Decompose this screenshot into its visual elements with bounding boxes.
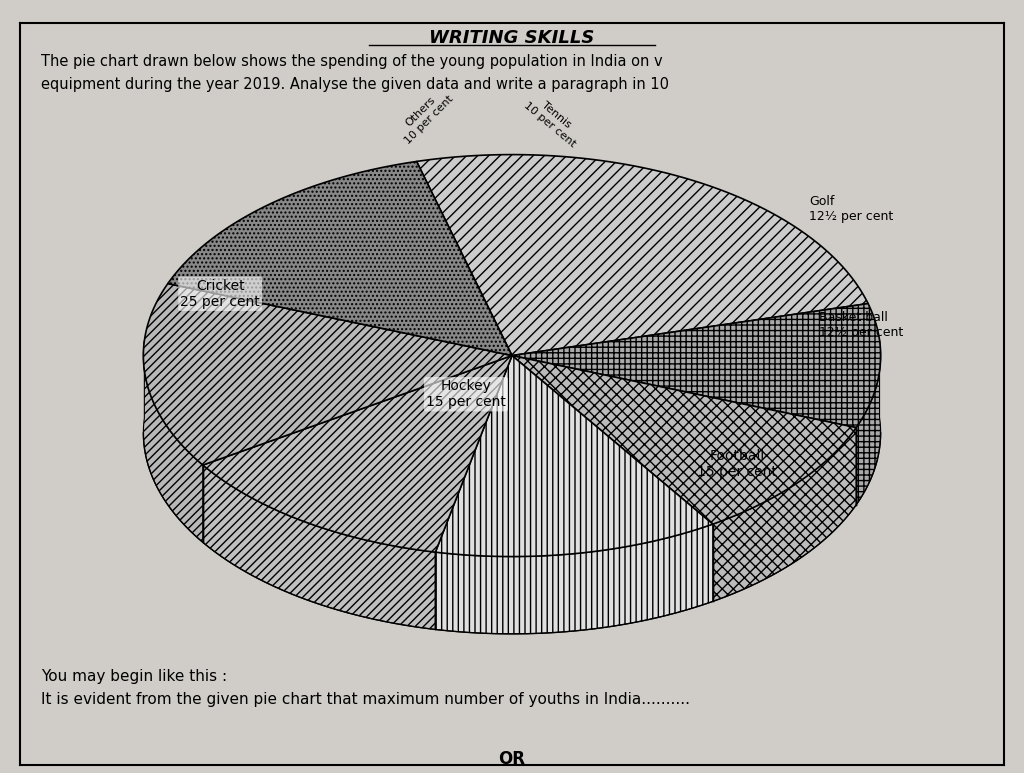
Polygon shape: [512, 356, 856, 524]
Polygon shape: [203, 465, 435, 629]
Polygon shape: [168, 162, 512, 356]
Text: Golf
12½ per cent: Golf 12½ per cent: [809, 195, 893, 223]
Text: WRITING SKILLS: WRITING SKILLS: [429, 29, 595, 46]
Text: It is evident from the given pie chart that maximum number of youths in India...: It is evident from the given pie chart t…: [41, 692, 690, 707]
Polygon shape: [143, 284, 512, 465]
Text: The pie chart drawn below shows the spending of the young population in India on: The pie chart drawn below shows the spen…: [41, 54, 663, 69]
Text: Basket ball
12½ per cent: Basket ball 12½ per cent: [819, 311, 903, 339]
Polygon shape: [143, 341, 203, 543]
Text: Others
10 per cent: Others 10 per cent: [394, 86, 456, 146]
Text: Football
15 per cent: Football 15 per cent: [697, 448, 777, 479]
Text: Hockey
15 per cent: Hockey 15 per cent: [426, 379, 506, 410]
Polygon shape: [435, 524, 713, 634]
Text: You may begin like this :: You may begin like this :: [41, 669, 227, 683]
Polygon shape: [856, 340, 881, 505]
Text: Tennis
10 per cent: Tennis 10 per cent: [521, 91, 585, 148]
Text: Cricket
25 per cent: Cricket 25 per cent: [180, 278, 260, 309]
Text: equipment during the year 2019. Analyse the given data and write a paragraph in : equipment during the year 2019. Analyse …: [41, 77, 669, 92]
Polygon shape: [417, 155, 868, 356]
Text: OR: OR: [499, 750, 525, 768]
Polygon shape: [435, 356, 713, 557]
Polygon shape: [713, 427, 856, 601]
Polygon shape: [203, 356, 512, 552]
Polygon shape: [512, 304, 881, 427]
